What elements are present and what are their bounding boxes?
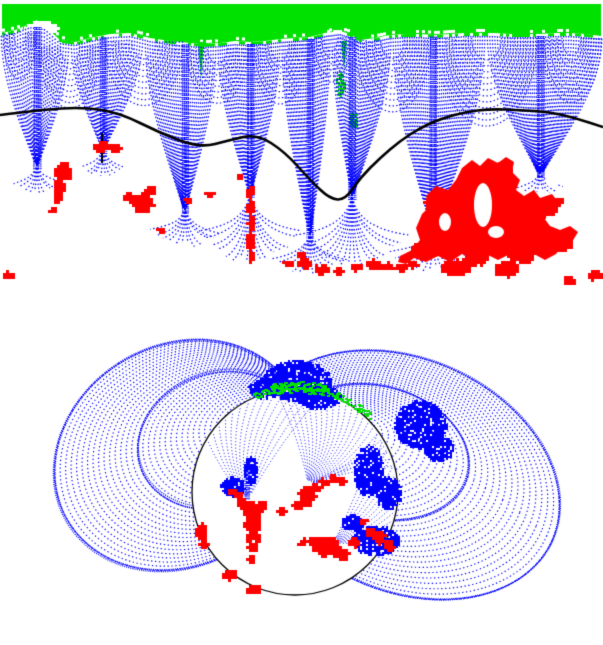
field-line-visualization-canvas	[0, 0, 603, 645]
field-line-figure	[0, 0, 603, 645]
